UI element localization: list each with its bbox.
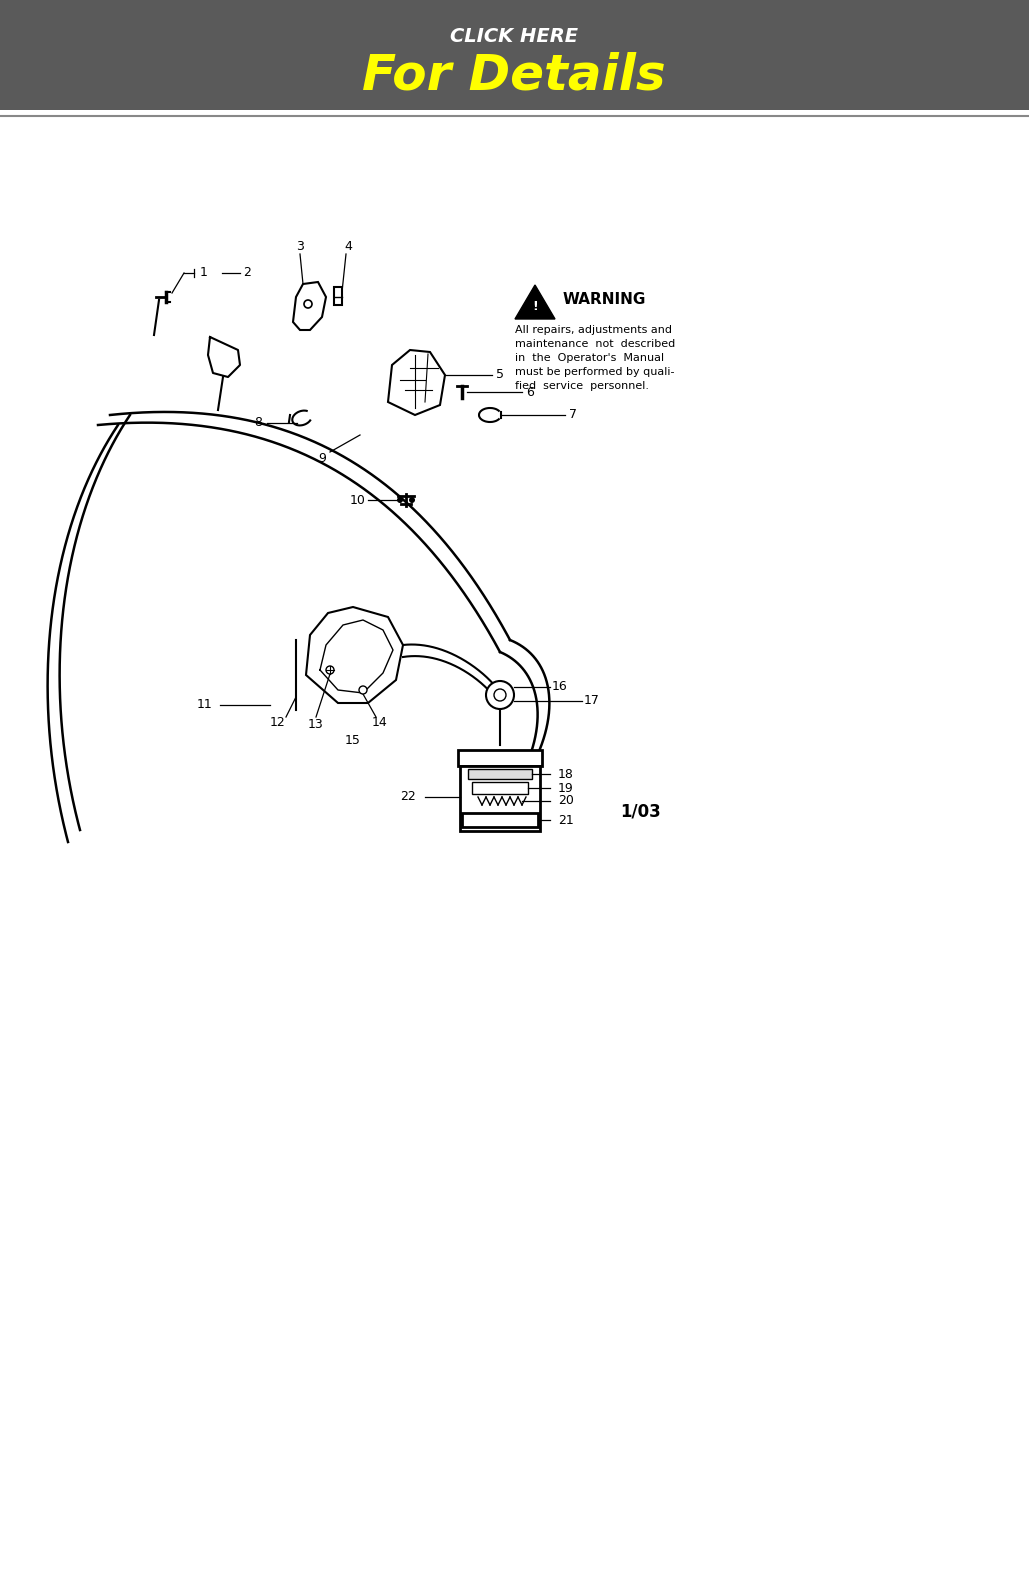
Text: 22: 22 bbox=[400, 790, 416, 803]
Text: 16: 16 bbox=[553, 681, 568, 694]
FancyBboxPatch shape bbox=[0, 0, 1029, 109]
Polygon shape bbox=[514, 285, 555, 318]
Polygon shape bbox=[306, 607, 403, 703]
Polygon shape bbox=[388, 350, 445, 415]
Text: 1: 1 bbox=[200, 266, 208, 279]
Text: 19: 19 bbox=[558, 781, 574, 795]
Text: 6: 6 bbox=[526, 385, 534, 399]
Circle shape bbox=[409, 497, 415, 504]
Circle shape bbox=[304, 299, 312, 307]
Text: 3: 3 bbox=[296, 239, 304, 252]
Text: 1/03: 1/03 bbox=[620, 803, 661, 821]
Text: 4: 4 bbox=[344, 239, 352, 252]
Text: WARNING: WARNING bbox=[563, 291, 646, 306]
Circle shape bbox=[359, 686, 367, 694]
Text: 15: 15 bbox=[345, 733, 361, 746]
FancyBboxPatch shape bbox=[462, 813, 538, 827]
Text: 11: 11 bbox=[198, 699, 213, 711]
Text: For Details: For Details bbox=[362, 52, 666, 100]
Text: 20: 20 bbox=[558, 795, 574, 808]
Text: CLICK HERE: CLICK HERE bbox=[450, 27, 578, 46]
Circle shape bbox=[494, 689, 506, 702]
Polygon shape bbox=[293, 282, 326, 329]
FancyBboxPatch shape bbox=[472, 782, 528, 794]
Text: 17: 17 bbox=[584, 694, 600, 708]
Text: 9: 9 bbox=[318, 451, 326, 464]
Text: !: ! bbox=[532, 301, 538, 314]
Circle shape bbox=[397, 497, 403, 504]
Text: 13: 13 bbox=[308, 719, 324, 732]
Circle shape bbox=[486, 681, 514, 710]
Text: All repairs, adjustments and
maintenance  not  described
in  the  Operator's  Ma: All repairs, adjustments and maintenance… bbox=[514, 325, 675, 391]
Text: 18: 18 bbox=[558, 768, 574, 781]
Text: 2: 2 bbox=[243, 266, 251, 279]
Text: 21: 21 bbox=[558, 814, 574, 827]
FancyBboxPatch shape bbox=[460, 767, 540, 832]
Circle shape bbox=[326, 665, 334, 675]
FancyBboxPatch shape bbox=[468, 768, 532, 779]
Text: 12: 12 bbox=[271, 716, 286, 730]
Text: 10: 10 bbox=[350, 494, 366, 507]
Text: 7: 7 bbox=[569, 409, 577, 421]
FancyBboxPatch shape bbox=[458, 749, 542, 767]
Text: 8: 8 bbox=[254, 417, 262, 429]
Text: 5: 5 bbox=[496, 369, 504, 382]
Text: 14: 14 bbox=[372, 716, 388, 730]
FancyBboxPatch shape bbox=[334, 287, 342, 306]
